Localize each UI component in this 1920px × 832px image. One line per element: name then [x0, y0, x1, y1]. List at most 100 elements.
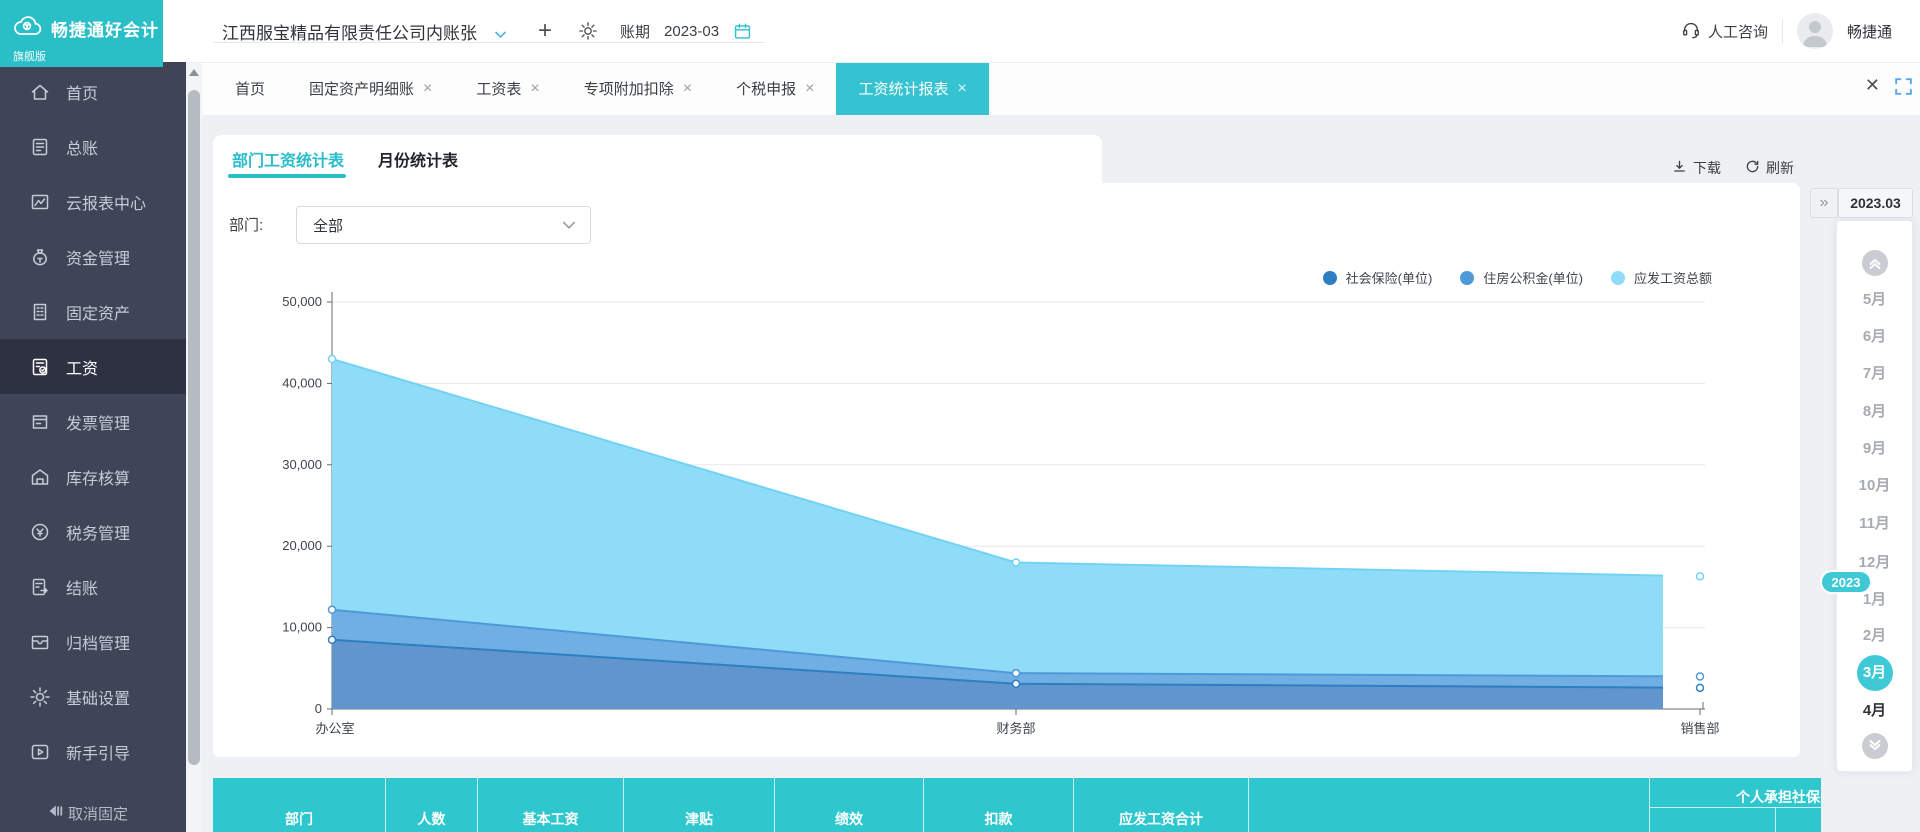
sidebar-item-asset[interactable]: 固定资产 — [0, 284, 186, 339]
months-scroll-up-button[interactable] — [1861, 250, 1888, 276]
user-name[interactable]: 畅捷通 — [1846, 23, 1892, 41]
tab-close-icon[interactable]: × — [530, 79, 540, 97]
tab-4[interactable]: 个税申报 × — [714, 62, 836, 115]
archive-icon — [29, 631, 51, 653]
sidebar-item-label: 归档管理 — [66, 635, 131, 653]
settings-gear-icon[interactable] — [578, 0, 598, 62]
month-item-1月[interactable]: 1月 — [1862, 591, 1887, 608]
guide-icon — [29, 741, 51, 763]
month-item-8月[interactable]: 8月 — [1862, 403, 1887, 420]
tax-icon — [29, 521, 51, 543]
calendar-icon[interactable] — [733, 22, 752, 41]
month-item-2月[interactable]: 2月 — [1862, 627, 1887, 644]
brand-edition: 旗舰版 — [13, 51, 46, 63]
sidebar-item-label: 结账 — [66, 580, 99, 598]
tab-close-icon[interactable]: × — [423, 79, 433, 97]
open-tabs-bar: 首页 固定资产明细账 × 工资表 × 专项附加扣除 × 个税申报 × 工资统计报表 × — [202, 62, 1920, 115]
scrollbar-thumb[interactable] — [188, 90, 200, 765]
months-scroll-down-button[interactable] — [1861, 733, 1888, 759]
month-item-9月[interactable]: 9月 — [1862, 440, 1887, 457]
refresh-icon — [1745, 159, 1760, 177]
company-selector[interactable]: 江西服宝精品有限责任公司内账张 — [222, 0, 477, 62]
period-label: 账期 — [620, 23, 651, 41]
tab-close-icon[interactable]: × — [805, 79, 815, 97]
chart-legend: 社会保险(单位) 住房公积金(单位) 应发工资总额 — [1322, 268, 1712, 287]
tab-close-icon[interactable]: × — [682, 79, 693, 97]
sidebar-item-label: 发票管理 — [66, 415, 131, 433]
tab-5[interactable]: 工资统计报表 × — [836, 62, 989, 115]
tab-label: 首页 — [235, 81, 266, 98]
subtab-department-salary[interactable]: 部门工资统计表 — [232, 153, 345, 170]
fullscreen-icon[interactable] — [1893, 76, 1914, 102]
sidebar-item-settings[interactable]: 基础设置 — [0, 669, 186, 724]
legend-item[interactable]: 社会保险(单位) — [1322, 268, 1432, 287]
sidebar-item-payroll[interactable]: 工资 — [0, 339, 186, 394]
table-column-header: 津贴 — [624, 778, 775, 832]
month-item-10月[interactable]: 10月 — [1858, 477, 1891, 494]
unpin-label: 取消固定 — [68, 805, 129, 823]
tab-2[interactable]: 工资表 × — [454, 62, 561, 115]
sidebar-item-closing[interactable]: 结账 — [0, 559, 186, 614]
tab-3[interactable]: 专项附加扣除 × — [562, 62, 714, 115]
sidebar-item-report[interactable]: 云报表中心 — [0, 174, 186, 229]
panel-collapse-icon[interactable]: » — [1810, 188, 1838, 218]
table-column-header: 部门 — [213, 778, 386, 832]
legend-item[interactable]: 应发工资总额 — [1610, 268, 1712, 287]
sidebar-item-inventory[interactable]: 库存核算 — [0, 449, 186, 504]
year-badge: 2023 — [1822, 572, 1870, 592]
sidebar-item-label: 税务管理 — [66, 525, 131, 543]
report-icon — [29, 191, 51, 213]
subtab-monthly-stats[interactable]: 月份统计表 — [378, 153, 459, 170]
topbar-right: 人工咨询 畅捷通 — [1681, 0, 1892, 62]
month-picker-panel: 5月 6月 7月 8月 9月 10月 11月 12月 1月 2月 3月 4月 — [1836, 220, 1913, 772]
close-all-icon[interactable]: ✕ — [1864, 75, 1880, 95]
sidebar-item-invoice[interactable]: 发票管理 — [0, 394, 186, 449]
month-item-3月[interactable]: 3月 — [1856, 655, 1893, 691]
sidebar-item-tax[interactable]: 税务管理 — [0, 504, 186, 559]
month-item-11月[interactable]: 11月 — [1859, 515, 1890, 532]
sidebar-item-label: 云报表中心 — [66, 195, 147, 213]
sidebar-item-label: 固定资产 — [66, 305, 131, 323]
month-item-5月[interactable]: 5月 — [1862, 291, 1887, 308]
legend-item[interactable]: 住房公积金(单位) — [1460, 268, 1583, 287]
inventory-icon — [29, 466, 51, 488]
month-item-4月[interactable]: 4月 — [1862, 702, 1887, 719]
sidebar-item-label: 新手引导 — [66, 745, 131, 763]
human-support-button[interactable]: 人工咨询 — [1681, 19, 1768, 43]
user-avatar[interactable] — [1796, 13, 1833, 49]
sidebar-item-archive[interactable]: 归档管理 — [0, 614, 186, 669]
scrollbar-up-arrow-icon[interactable] — [189, 69, 199, 76]
app-logo: 畅捷通好会计 旗舰版 — [0, 0, 163, 67]
tab-1[interactable]: 固定资产明细账 × — [287, 62, 454, 115]
month-item-7月[interactable]: 7月 — [1862, 365, 1887, 382]
main-scrollbar[interactable] — [186, 62, 202, 832]
legend-dot-icon — [1322, 270, 1337, 285]
department-select[interactable]: 全部 — [296, 206, 591, 244]
download-label: 下载 — [1693, 160, 1721, 176]
month-item-6月[interactable]: 6月 — [1862, 328, 1887, 345]
company-underline — [213, 42, 765, 43]
tab-close-icon[interactable]: × — [957, 79, 967, 97]
tab-label: 专项附加扣除 — [583, 81, 674, 98]
topbar-divider — [1781, 19, 1783, 43]
sidebar-item-ledger[interactable]: 总账 — [0, 119, 186, 174]
unpin-sidebar-button[interactable]: 取消固定 — [46, 802, 128, 824]
month-item-12月[interactable]: 12月 — [1858, 554, 1891, 571]
sidebar-item-fund[interactable]: 资金管理 — [0, 229, 186, 284]
select-chevron-down-icon — [562, 221, 576, 230]
refresh-button[interactable]: 刷新 — [1745, 158, 1794, 178]
accounting-period[interactable]: 账期 2023-03 — [620, 0, 752, 62]
sidebar-item-guide[interactable]: 新手引导 — [0, 724, 186, 779]
company-chevron-down-icon[interactable] — [494, 26, 507, 44]
sidebar-item-home[interactable]: 首页 — [0, 64, 186, 119]
table-column-header: 应发工资合计 — [1074, 778, 1249, 832]
tab-0[interactable]: 首页 — [213, 62, 287, 115]
add-account-button[interactable]: + — [538, 17, 553, 44]
table-column-header: 基本工资 — [478, 778, 624, 832]
legend-dot-icon — [1610, 270, 1625, 285]
download-button[interactable]: 下载 — [1672, 158, 1721, 178]
sidebar-item-label: 库存核算 — [66, 470, 131, 488]
cloud-logo-icon — [12, 14, 44, 43]
